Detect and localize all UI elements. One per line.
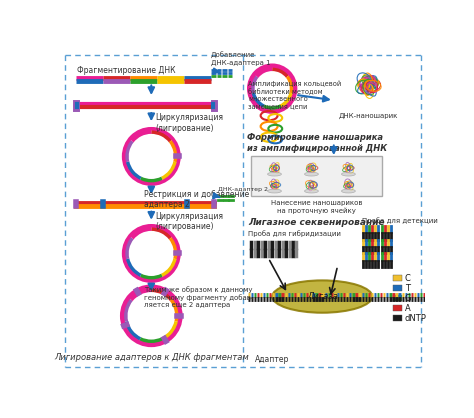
Text: C: C (405, 273, 410, 283)
Bar (393, 315, 402, 321)
Text: Адаптер: Адаптер (255, 355, 289, 364)
Text: Лигазное секвенирование: Лигазное секвенирование (248, 218, 385, 227)
Text: Циркуляризация
(лигирование): Циркуляризация (лигирование) (155, 113, 223, 133)
Text: Лигаза: Лигаза (307, 292, 337, 301)
Text: Рестрикция и добавление
адаптера 2: Рестрикция и добавление адаптера 2 (144, 189, 249, 209)
Ellipse shape (341, 189, 356, 193)
Text: Нанесение наношариков
на проточную ячейку: Нанесение наношариков на проточную ячейк… (271, 200, 363, 214)
Text: Амплификация кольцевой
библиотеки методом
множественного
замещения цепи: Амплификация кольцевой библиотеки методо… (248, 81, 342, 110)
Text: dNTP: dNTP (405, 314, 427, 323)
Bar (251, 156, 383, 196)
Bar (393, 285, 402, 291)
Bar (393, 305, 402, 311)
Ellipse shape (267, 189, 282, 193)
Text: G: G (405, 293, 411, 303)
Text: Таким же образом к данному
геномному фрагменту добав-
ляется еще 2 адаптера: Таким же образом к данному геномному фра… (144, 287, 253, 308)
Text: ДНК-адаптер 2: ДНК-адаптер 2 (218, 187, 267, 192)
Text: Проба для детекции: Проба для детекции (362, 217, 438, 224)
Ellipse shape (304, 189, 319, 193)
Text: Добавление
ДНК-адаптера 1: Добавление ДНК-адаптера 1 (210, 51, 270, 66)
Ellipse shape (272, 280, 372, 313)
Text: Фрагментирование ДНК: Фрагментирование ДНК (77, 66, 176, 75)
Text: A: A (405, 303, 410, 313)
Ellipse shape (267, 172, 282, 176)
Bar (393, 275, 402, 281)
Text: Циркуляризация
(лигирование): Циркуляризация (лигирование) (155, 212, 223, 231)
Text: Проба для гибридизации: Проба для гибридизации (248, 230, 341, 237)
Text: T: T (405, 283, 410, 293)
Bar (393, 295, 402, 301)
Ellipse shape (304, 172, 319, 176)
Ellipse shape (341, 172, 356, 176)
Text: Формирование наношарика
из амплифицированной ДНК: Формирование наношарика из амплифицирова… (247, 133, 387, 153)
Text: ДНК-наношарик: ДНК-наношарик (339, 113, 398, 120)
Text: Лигирование адаптеров к ДНК фрагментам: Лигирование адаптеров к ДНК фрагментам (54, 353, 249, 362)
